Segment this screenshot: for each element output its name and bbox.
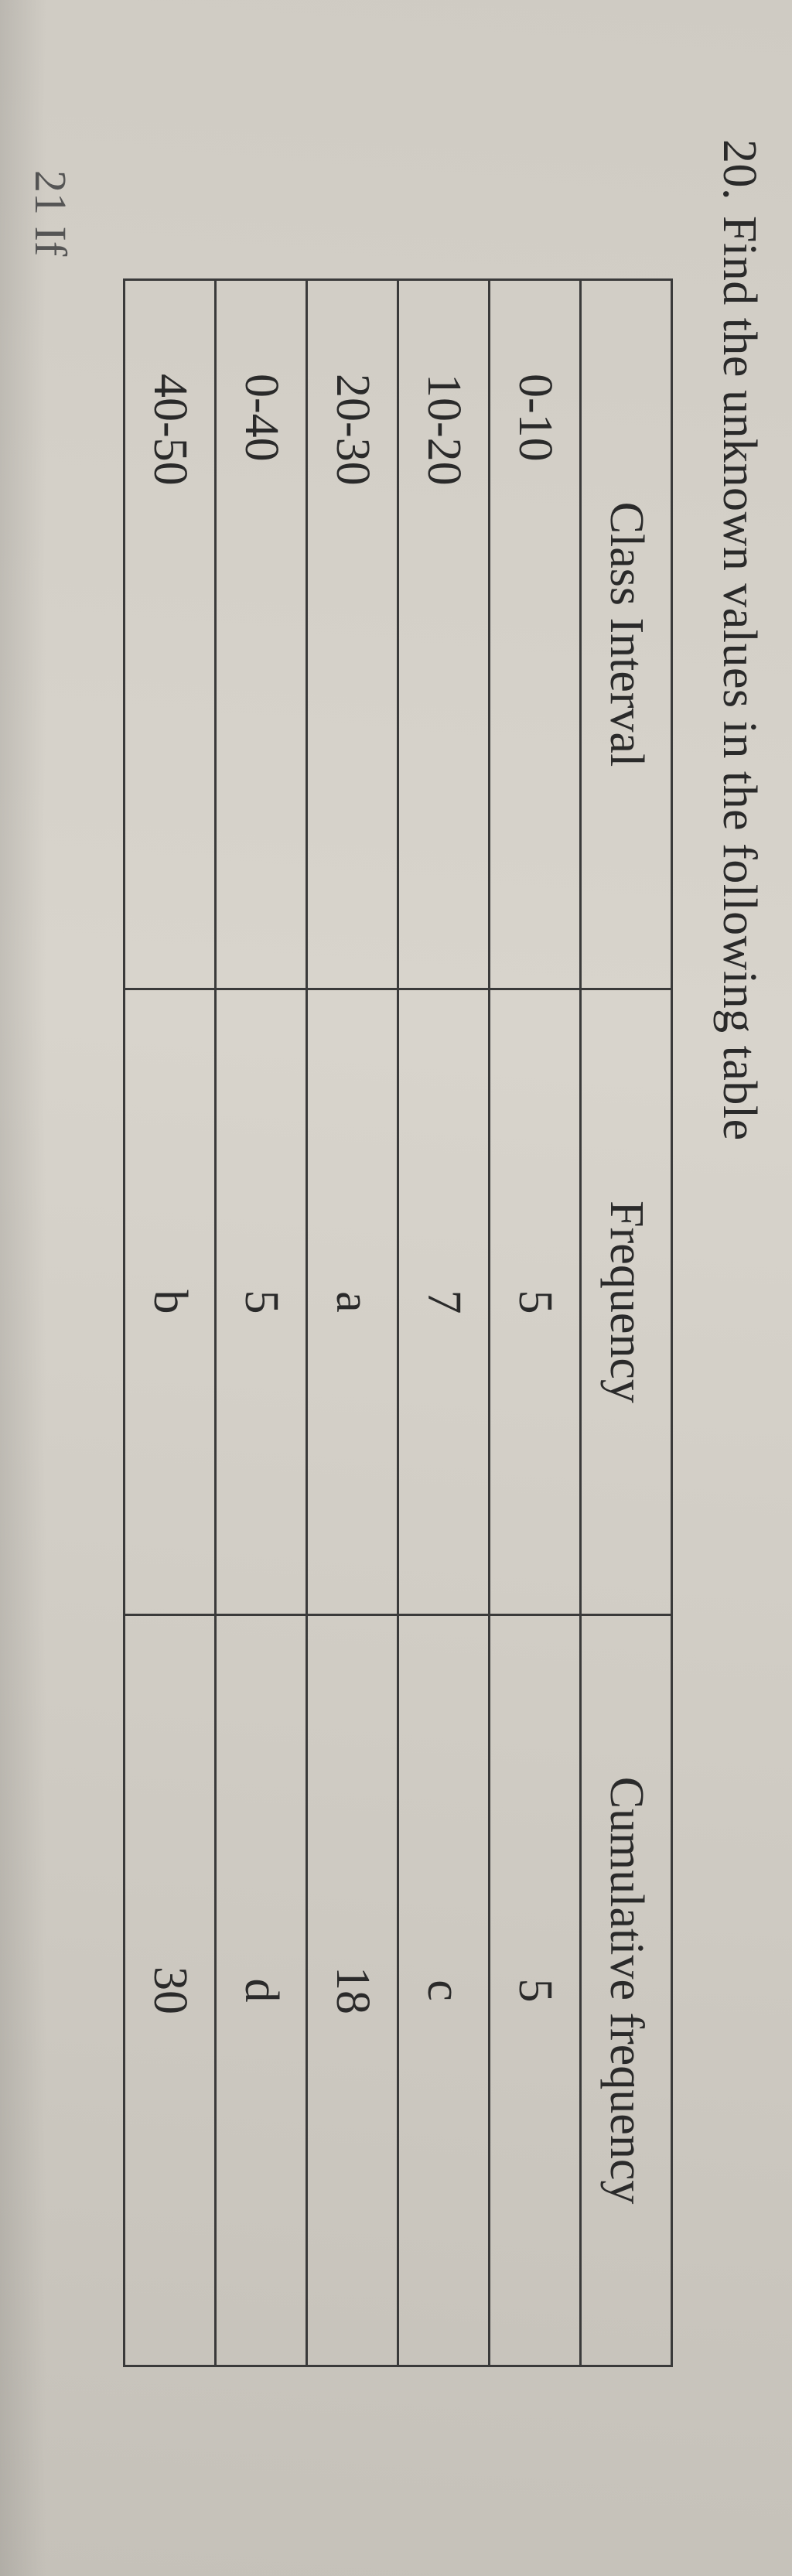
cell-cumulative: c	[398, 1615, 490, 2366]
scanned-page: 20. Find the unknown values in the follo…	[0, 0, 792, 2576]
table-container: Class Interval Frequency Cumulative freq…	[124, 278, 674, 2367]
cell-cumulative: 30	[125, 1615, 216, 2366]
cell-class-interval: 10-20	[398, 280, 490, 989]
cell-frequency: 5	[216, 989, 307, 1614]
question-text: Find the unknown values in the following…	[712, 216, 767, 1141]
table-header-row: Class Interval Frequency Cumulative freq…	[581, 280, 672, 2366]
question-number: 20.	[712, 139, 767, 200]
header-class-interval: Class Interval	[581, 280, 672, 989]
page-shadow	[0, 0, 46, 2576]
cell-class-interval: 0-10	[490, 280, 581, 989]
header-cumulative-frequency: Cumulative frequency	[581, 1615, 672, 2366]
cell-frequency: 5	[490, 989, 581, 1614]
table-row: 0-10 5 5	[490, 280, 581, 2366]
cell-class-interval: 40-50	[125, 280, 216, 989]
cell-frequency: a	[307, 989, 398, 1614]
table-row: 0-40 5 d	[216, 280, 307, 2366]
header-frequency: Frequency	[581, 989, 672, 1614]
frequency-table: Class Interval Frequency Cumulative freq…	[124, 278, 674, 2367]
cell-cumulative: d	[216, 1615, 307, 2366]
page-content: 20. Find the unknown values in the follo…	[26, 124, 767, 2483]
table-row: 40-50 b 30	[125, 280, 216, 2366]
table-row: 10-20 7 c	[398, 280, 490, 2366]
cell-class-interval: 20-30	[307, 280, 398, 989]
question-line: 20. Find the unknown values in the follo…	[712, 124, 767, 2483]
cell-cumulative: 18	[307, 1615, 398, 2366]
cell-class-interval: 0-40	[216, 280, 307, 989]
cell-frequency: 7	[398, 989, 490, 1614]
cell-frequency: b	[125, 989, 216, 1614]
table-row: 20-30 a 18	[307, 280, 398, 2366]
cell-cumulative: 5	[490, 1615, 581, 2366]
